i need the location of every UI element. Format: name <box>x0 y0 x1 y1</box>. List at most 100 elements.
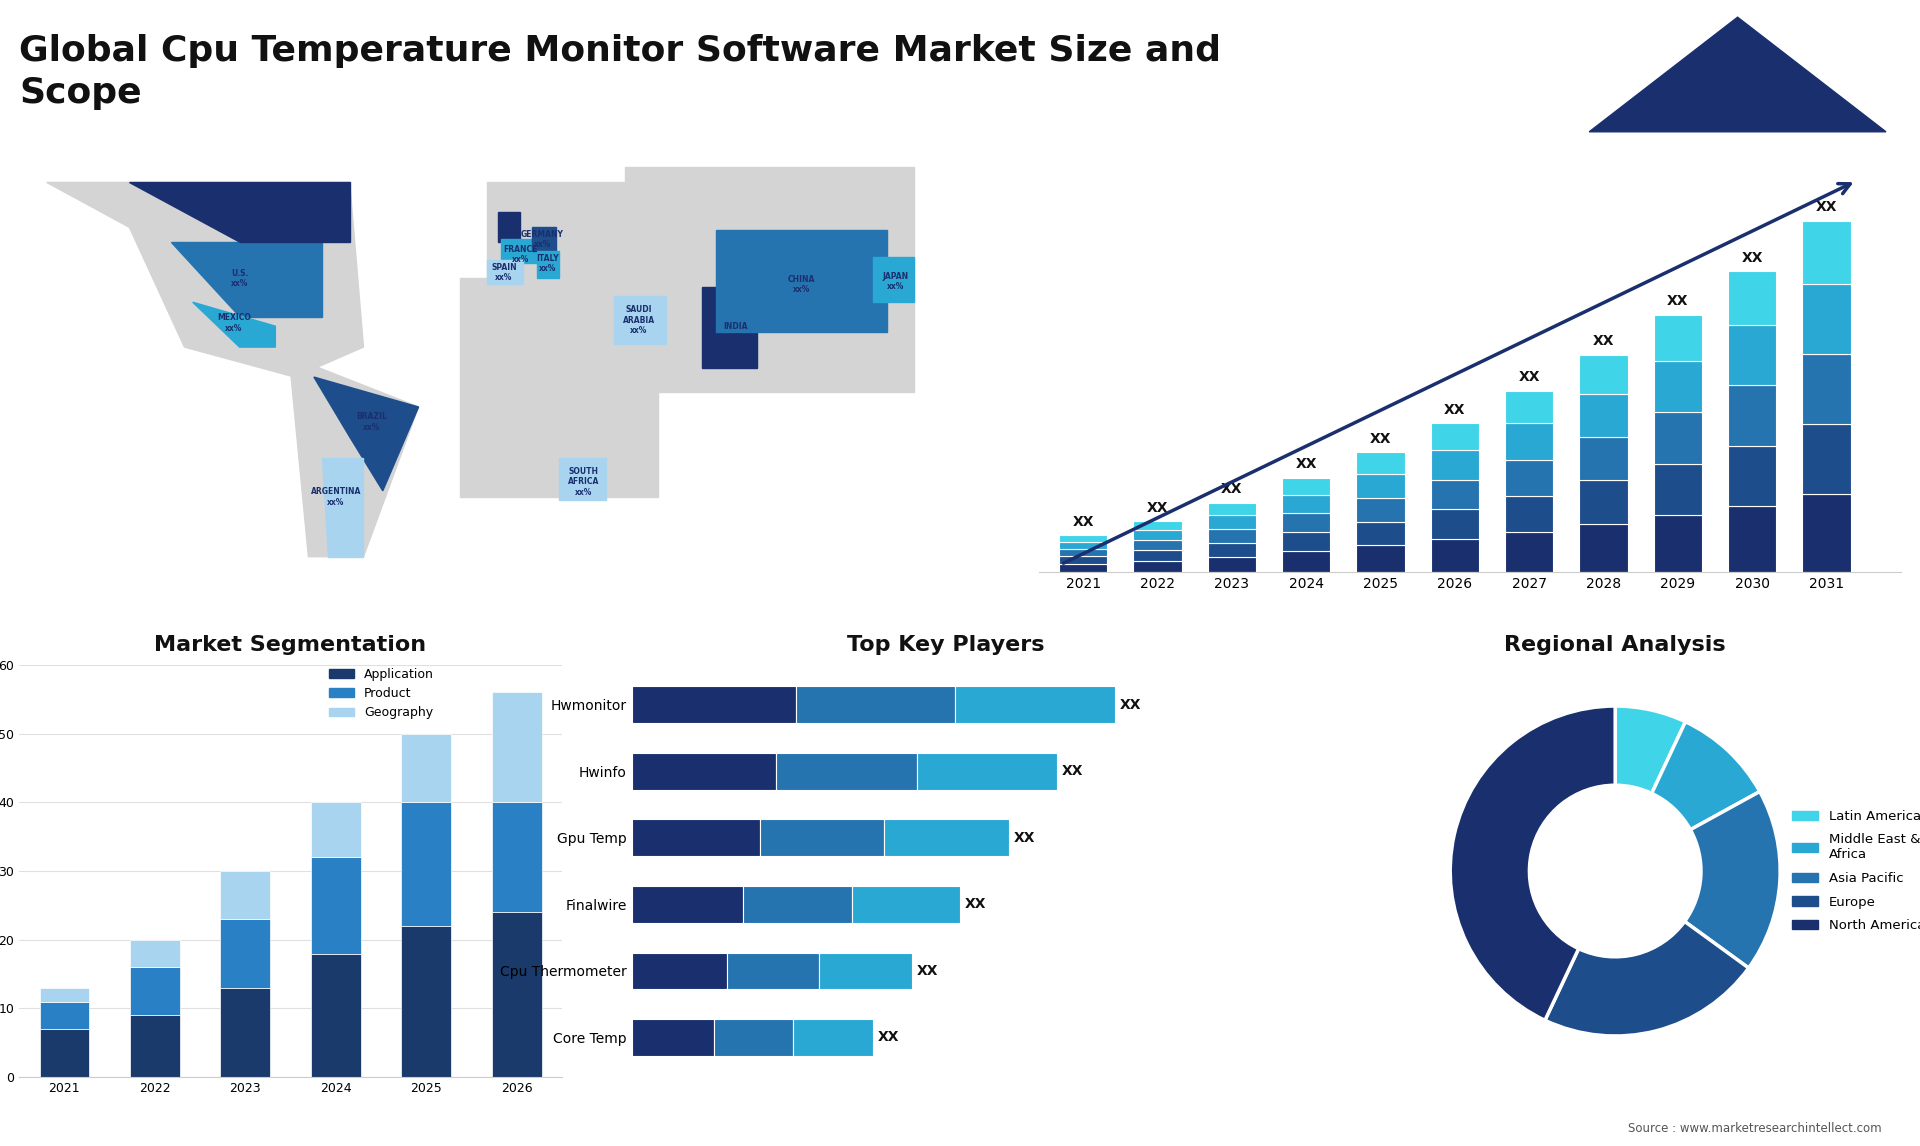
Bar <box>1580 354 1628 394</box>
Bar <box>1060 542 1108 549</box>
Bar <box>1356 497 1405 521</box>
Bar <box>1505 532 1553 572</box>
Polygon shape <box>626 167 914 392</box>
Polygon shape <box>874 258 914 303</box>
Wedge shape <box>1450 706 1615 1020</box>
Polygon shape <box>488 182 626 288</box>
Bar <box>1208 516 1256 529</box>
Bar <box>1653 361 1701 413</box>
Bar <box>311 857 361 953</box>
Bar <box>1728 385 1776 446</box>
Bar <box>401 733 451 802</box>
Bar <box>1505 496 1553 532</box>
Bar <box>714 1019 793 1055</box>
Bar <box>1803 424 1851 494</box>
Bar <box>1653 464 1701 516</box>
Bar <box>1505 391 1553 423</box>
Text: SOUTH
AFRICA
xx%: SOUTH AFRICA xx% <box>568 466 599 496</box>
Bar <box>1580 524 1628 572</box>
Bar <box>956 686 1116 723</box>
Bar <box>1356 545 1405 572</box>
Text: BRAZIL
xx%: BRAZIL xx% <box>357 413 388 432</box>
Bar <box>632 952 728 989</box>
Bar <box>1505 423 1553 460</box>
Text: Global Cpu Temperature Monitor Software Market Size and
Scope: Global Cpu Temperature Monitor Software … <box>19 34 1221 110</box>
Bar <box>492 912 541 1077</box>
Bar <box>492 802 541 912</box>
Text: XX: XX <box>1594 335 1615 348</box>
Bar <box>797 686 956 723</box>
Polygon shape <box>501 240 538 264</box>
Polygon shape <box>532 227 557 251</box>
Bar <box>1580 437 1628 480</box>
Text: CHINA
xx%: CHINA xx% <box>787 275 816 293</box>
Bar <box>131 940 180 967</box>
Polygon shape <box>192 303 275 347</box>
Bar <box>1430 539 1478 572</box>
Bar <box>1356 521 1405 545</box>
Text: XX: XX <box>1073 515 1094 529</box>
Text: XX: XX <box>966 897 987 911</box>
Bar <box>1060 549 1108 557</box>
Text: XX: XX <box>1014 831 1035 845</box>
Bar <box>221 988 271 1077</box>
Polygon shape <box>1590 17 1885 132</box>
Polygon shape <box>614 296 666 344</box>
Polygon shape <box>323 458 363 557</box>
Text: XX: XX <box>916 964 939 978</box>
Title: Market Segmentation: Market Segmentation <box>154 635 426 654</box>
Bar <box>221 919 271 988</box>
Wedge shape <box>1546 921 1749 1036</box>
Bar <box>1580 480 1628 524</box>
Title: Regional Analysis: Regional Analysis <box>1505 635 1726 654</box>
Text: XX: XX <box>1062 764 1083 778</box>
Text: Source : www.marketresearchintellect.com: Source : www.marketresearchintellect.com <box>1628 1122 1882 1135</box>
Bar <box>1803 494 1851 572</box>
Text: MEXICO
xx%: MEXICO xx% <box>217 314 252 332</box>
Bar <box>1133 540 1181 550</box>
Bar <box>1283 513 1331 532</box>
Text: XX: XX <box>1741 251 1763 265</box>
Bar <box>1208 557 1256 572</box>
Legend: Latin America, Middle East &
Africa, Asia Pacific, Europe, North America: Latin America, Middle East & Africa, Asi… <box>1788 804 1920 937</box>
Bar <box>632 753 776 790</box>
Bar <box>131 1015 180 1077</box>
Bar <box>1505 460 1553 496</box>
Bar <box>1728 446 1776 505</box>
Bar <box>40 1029 90 1077</box>
Bar <box>1653 516 1701 572</box>
Text: XX: XX <box>1444 403 1465 417</box>
Bar <box>1283 495 1331 513</box>
Bar <box>1060 557 1108 564</box>
Bar <box>1283 532 1331 551</box>
Bar <box>728 952 820 989</box>
Bar <box>793 1019 874 1055</box>
Bar <box>1728 325 1776 385</box>
Bar <box>776 753 916 790</box>
Text: U.K.
xx%: U.K. xx% <box>501 221 518 240</box>
Bar <box>1208 529 1256 543</box>
Bar <box>311 802 361 857</box>
Text: XX: XX <box>1221 482 1242 496</box>
Bar <box>40 1002 90 1029</box>
Bar <box>1356 453 1405 473</box>
Bar <box>401 926 451 1077</box>
Text: U.S.
xx%: U.S. xx% <box>230 268 248 288</box>
Bar <box>131 967 180 1015</box>
Text: GERMANY
xx%: GERMANY xx% <box>520 229 564 249</box>
Bar <box>221 871 271 919</box>
Polygon shape <box>538 251 559 278</box>
Bar <box>1728 272 1776 325</box>
Bar <box>1060 564 1108 572</box>
Bar <box>632 886 743 923</box>
Polygon shape <box>499 212 520 242</box>
Text: FRANCE
xx%: FRANCE xx% <box>503 244 538 264</box>
Bar <box>632 819 760 856</box>
Bar <box>1430 509 1478 539</box>
Bar <box>1430 450 1478 480</box>
Bar <box>820 952 912 989</box>
Polygon shape <box>290 356 419 557</box>
Bar <box>852 886 960 923</box>
Polygon shape <box>461 278 659 497</box>
Text: ARGENTINA
xx%: ARGENTINA xx% <box>311 487 361 507</box>
